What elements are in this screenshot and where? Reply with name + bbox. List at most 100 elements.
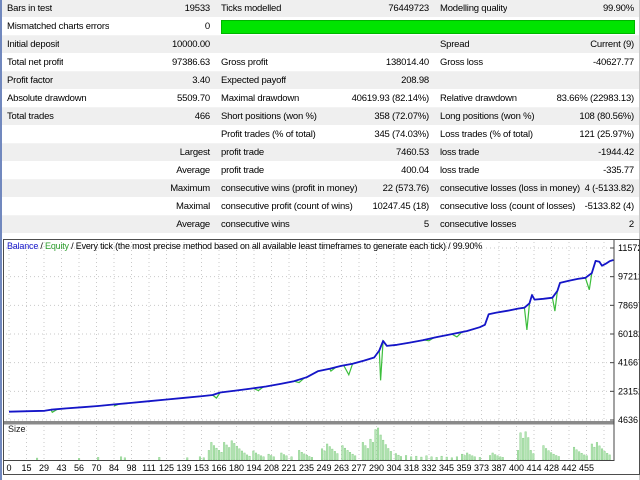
- stat-pair: Total net profit 97386.63: [2, 54, 214, 71]
- stat-pair: Gross loss -40627.77: [433, 54, 639, 71]
- size-bar: [440, 455, 443, 461]
- stat-pair: [214, 36, 433, 53]
- x-axis-label: 359: [456, 463, 471, 473]
- size-bar: [445, 456, 448, 461]
- stat-label: consecutive losses: [440, 219, 517, 230]
- size-bar: [300, 452, 303, 461]
- stat-pair: Profit factor 3.40: [2, 72, 214, 89]
- table-row: Maximum consecutive wins (profit in money…: [2, 180, 639, 198]
- size-bar: [186, 457, 189, 461]
- size-bar: [450, 457, 453, 461]
- stat-value: 10000.00: [171, 39, 210, 50]
- balance-chart-panel[interactable]: 115727 97212 78697 60182 41667 23152 4636 0 15 29…: [3, 239, 640, 475]
- size-bar: [557, 456, 560, 461]
- size-bar: [120, 456, 123, 461]
- stat-pair: Mismatched charts errors 0: [2, 18, 214, 35]
- size-bar: [310, 457, 313, 461]
- size-bar: [290, 456, 293, 461]
- x-axis-label: 400: [509, 463, 524, 473]
- y-axis-label: 78697: [618, 300, 639, 310]
- size-bar: [519, 432, 522, 461]
- legend-text: /: [38, 241, 46, 251]
- size-bar: [405, 455, 408, 461]
- size-bar: [282, 454, 285, 461]
- size-bar: [235, 445, 238, 461]
- size-bar: [331, 448, 334, 461]
- size-bar: [425, 455, 428, 461]
- size-bar: [478, 457, 481, 461]
- size-bar: [341, 445, 344, 461]
- x-axis-label: 277: [351, 463, 366, 473]
- stat-pair: Average: [2, 162, 214, 179]
- stat-pair: consecutive losses 2: [433, 216, 639, 233]
- y-axis-label: 23152: [618, 386, 639, 396]
- size-bar: [343, 447, 346, 461]
- size-bar: [578, 451, 581, 461]
- stat-label: profit trade: [221, 147, 265, 158]
- size-panel-label: Size: [8, 424, 26, 434]
- stat-value: 10247.45 (18): [372, 201, 429, 212]
- stat-pair: Initial deposit 10000.00: [2, 36, 214, 53]
- x-axis-label: 70: [91, 463, 101, 473]
- table-row: Profit trades (% of total) 345 (74.03%) Lo…: [2, 126, 639, 144]
- x-axis-label: 221: [281, 463, 296, 473]
- size-bar: [463, 455, 466, 461]
- stat-pair: [2, 126, 214, 143]
- x-axis-label: 455: [579, 463, 594, 473]
- size-bar: [323, 450, 326, 461]
- x-axis-label: 387: [491, 463, 506, 473]
- size-bar: [374, 429, 377, 461]
- stat-value: 138014.40: [385, 57, 429, 68]
- x-axis-label: 29: [39, 463, 49, 473]
- stat-label: Mismatched charts errors: [7, 21, 110, 32]
- stat-value: 99.90%: [602, 3, 634, 14]
- size-bar: [496, 455, 499, 461]
- size-bar: [270, 455, 273, 461]
- size-bar: [501, 457, 504, 461]
- stat-value: 19533: [184, 3, 211, 14]
- table-row: Maximal consecutive profit (count of wins…: [2, 198, 639, 216]
- stat-pair: Modelling quality 99.90%: [433, 0, 639, 17]
- size-bar: [389, 451, 392, 461]
- stat-label: consecutive profit (count of wins): [221, 201, 353, 212]
- stat-value: -40627.77: [593, 57, 634, 68]
- stat-value: 466: [194, 111, 210, 122]
- size-bar: [351, 453, 354, 461]
- x-axis-label: 153: [194, 463, 209, 473]
- stat-value: Largest: [179, 147, 210, 158]
- x-axis-label: 208: [264, 463, 279, 473]
- stat-value: Maximum: [170, 183, 210, 194]
- stat-pair: profit trade 7460.53: [214, 144, 433, 161]
- stat-value: 3.40: [192, 75, 210, 86]
- size-bar: [397, 454, 400, 461]
- size-bar: [555, 455, 558, 461]
- size-bar: [303, 453, 306, 461]
- x-axis-label: 15: [21, 463, 31, 473]
- stat-pair: loss trade -335.77: [433, 162, 639, 179]
- size-bar: [471, 455, 474, 461]
- stat-label: consecutive losses (loss in money): [440, 183, 580, 194]
- size-bar: [257, 454, 260, 461]
- stat-value: 5: [423, 219, 429, 230]
- legend-balance: Balance: [7, 241, 39, 251]
- size-bar: [608, 454, 611, 461]
- table-row: Average profit trade 400.04 loss trade -335.…: [2, 162, 639, 180]
- size-bar: [435, 457, 438, 461]
- size-bar: [328, 446, 331, 461]
- x-axis-label: 304: [386, 463, 401, 473]
- stat-value: 400.04: [401, 165, 429, 176]
- x-axis-label: 139: [176, 463, 191, 473]
- x-axis-label: 111: [142, 463, 156, 473]
- stat-label: Long positions (won %): [440, 111, 535, 122]
- balance-equity-chart[interactable]: 115727 97212 78697 60182 41667 23152 4636 0 15 29…: [4, 240, 639, 474]
- stat-pair: Absolute drawdown 5509.70: [2, 90, 214, 107]
- stat-label: profit trade: [221, 165, 265, 176]
- stat-pair: Total trades 466: [2, 108, 214, 125]
- y-axis-label: 115727: [618, 243, 639, 253]
- stat-pair: [433, 72, 639, 89]
- size-bar: [573, 446, 576, 461]
- size-bar: [243, 452, 246, 461]
- stat-value: 7460.53: [396, 147, 429, 158]
- size-bar: [603, 451, 606, 461]
